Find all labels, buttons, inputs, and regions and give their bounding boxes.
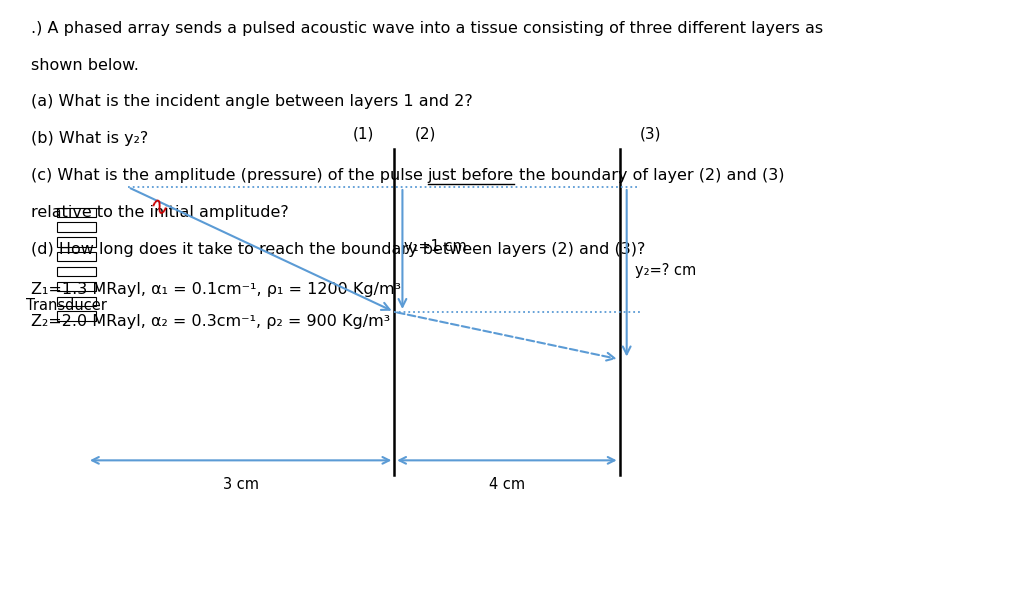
Bar: [57, 237, 96, 247]
Text: just before: just before: [428, 168, 514, 183]
Text: .) A phased array sends a pulsed acoustic wave into a tissue consisting of three: .) A phased array sends a pulsed acousti…: [31, 21, 823, 36]
Text: 3 cm: 3 cm: [222, 476, 259, 492]
Text: (1): (1): [353, 126, 374, 141]
Bar: [57, 267, 96, 276]
Text: shown below.: shown below.: [31, 58, 138, 72]
Text: (c) What is the amplitude (pressure) of the pulse: (c) What is the amplitude (pressure) of …: [31, 168, 428, 183]
Text: relative to the initial amplitude?: relative to the initial amplitude?: [31, 205, 289, 220]
Bar: [57, 282, 96, 291]
Text: y₂=? cm: y₂=? cm: [635, 263, 696, 278]
Bar: [57, 296, 96, 306]
Text: (a) What is the incident angle between layers 1 and 2?: (a) What is the incident angle between l…: [31, 94, 472, 109]
Text: Transducer: Transducer: [26, 298, 106, 314]
Text: (2): (2): [415, 126, 435, 141]
Text: y₁=1 cm: y₁=1 cm: [404, 239, 467, 254]
Text: Z₂=2.0 MRayl, α₂ = 0.3cm⁻¹, ρ₂ = 900 Kg/m³: Z₂=2.0 MRayl, α₂ = 0.3cm⁻¹, ρ₂ = 900 Kg/…: [31, 314, 390, 329]
Text: (3): (3): [640, 126, 660, 141]
Bar: [57, 222, 96, 232]
Bar: [57, 252, 96, 261]
Text: ∿: ∿: [146, 194, 172, 222]
Text: (b) What is y₂?: (b) What is y₂?: [31, 131, 148, 146]
Text: the boundary of layer (2) and (3): the boundary of layer (2) and (3): [514, 168, 784, 183]
Bar: [57, 311, 96, 321]
Text: 4 cm: 4 cm: [488, 476, 525, 492]
Text: (d) How long does it take to reach the boundary between layers (2) and (3)?: (d) How long does it take to reach the b…: [31, 242, 645, 257]
Text: Z₁=1.3 MRayl, α₁ = 0.1cm⁻¹, ρ₁ = 1200 Kg/m³: Z₁=1.3 MRayl, α₁ = 0.1cm⁻¹, ρ₁ = 1200 Kg…: [31, 282, 400, 296]
Bar: [57, 207, 96, 217]
